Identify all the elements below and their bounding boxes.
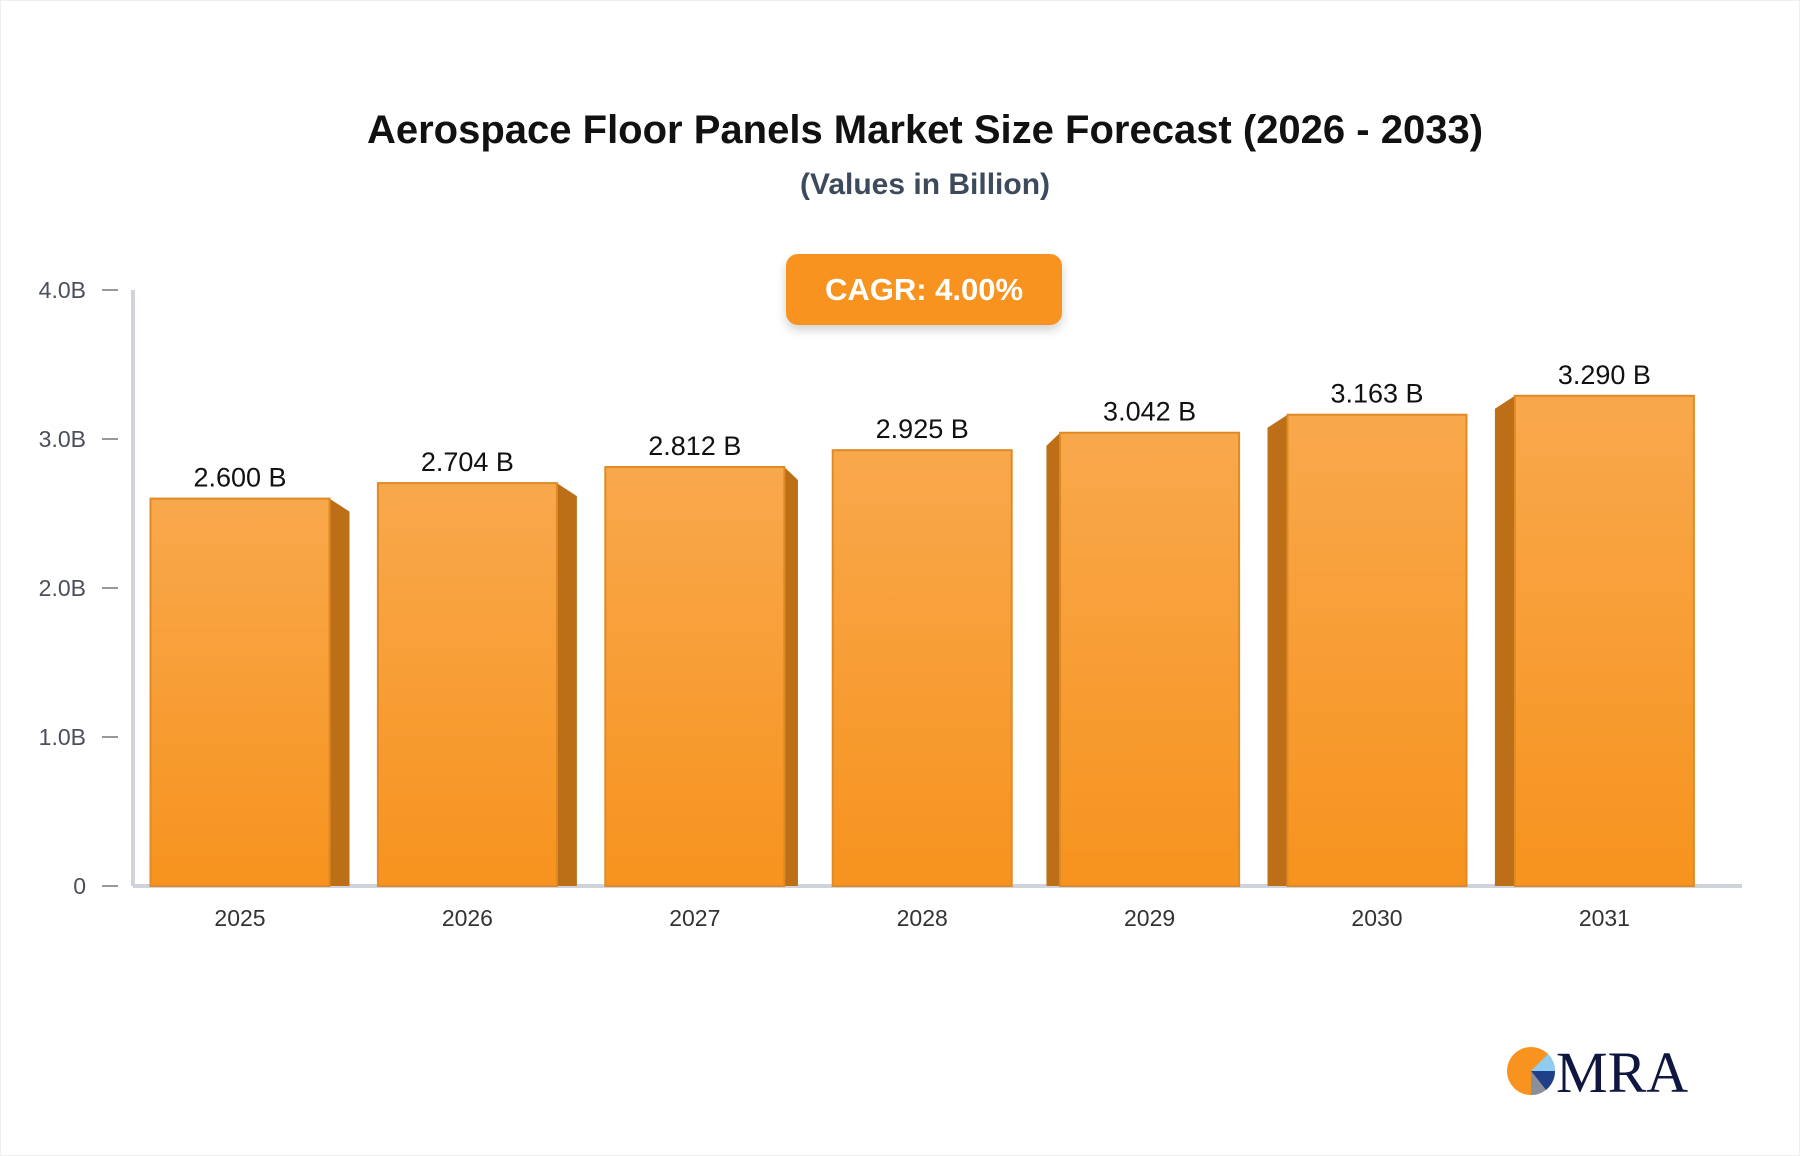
bar-side: [784, 467, 798, 886]
x-tick-label: 2030: [1351, 905, 1402, 931]
bar-side: [556, 483, 577, 886]
y-tick-label: 1.0B: [39, 724, 86, 750]
bar-side: [1046, 432, 1061, 886]
data-label: 3.042 B: [1103, 397, 1196, 427]
y-tick-label: 0: [73, 873, 86, 899]
bar-side: [1267, 414, 1288, 886]
bar: [604, 466, 786, 887]
bar: [1059, 431, 1241, 887]
bar: [149, 497, 331, 887]
chart-subtitle: (Values in Billion): [799, 168, 1051, 201]
x-tick-label: 2026: [442, 905, 493, 931]
x-tick-label: 2028: [897, 905, 948, 931]
cagr-badge: CAGR: 4.00%: [786, 254, 1062, 325]
logo-pie-icon: MRA: [1507, 1042, 1688, 1100]
y-tick-label: 4.0B: [39, 277, 86, 303]
data-label: 2.812 B: [648, 431, 741, 461]
x-tick-label: 2029: [1124, 905, 1175, 931]
x-tick-label: 2025: [214, 905, 265, 931]
bar-side: [1494, 395, 1515, 886]
bar-side: [329, 498, 350, 886]
data-label: 3.290 B: [1558, 360, 1651, 390]
bar: [831, 449, 1013, 887]
y-tick-label: 3.0B: [39, 426, 86, 452]
data-label: 2.600 B: [193, 463, 286, 493]
y-tick-label: 2.0B: [39, 575, 86, 601]
bar: [1513, 394, 1695, 887]
x-tick-label: 2027: [669, 905, 720, 931]
x-tick-label: 2031: [1579, 905, 1630, 931]
mra-logo: MRA: [1506, 1042, 1696, 1100]
data-label: 2.704 B: [421, 447, 514, 477]
chart-title: Aerospace Floor Panels Market Size Forec…: [366, 108, 1484, 152]
logo-text: MRA: [1556, 1042, 1688, 1100]
bar: [376, 482, 558, 887]
data-label: 2.925 B: [876, 414, 969, 444]
data-label: 3.163 B: [1330, 379, 1423, 409]
bar: [1286, 413, 1468, 887]
